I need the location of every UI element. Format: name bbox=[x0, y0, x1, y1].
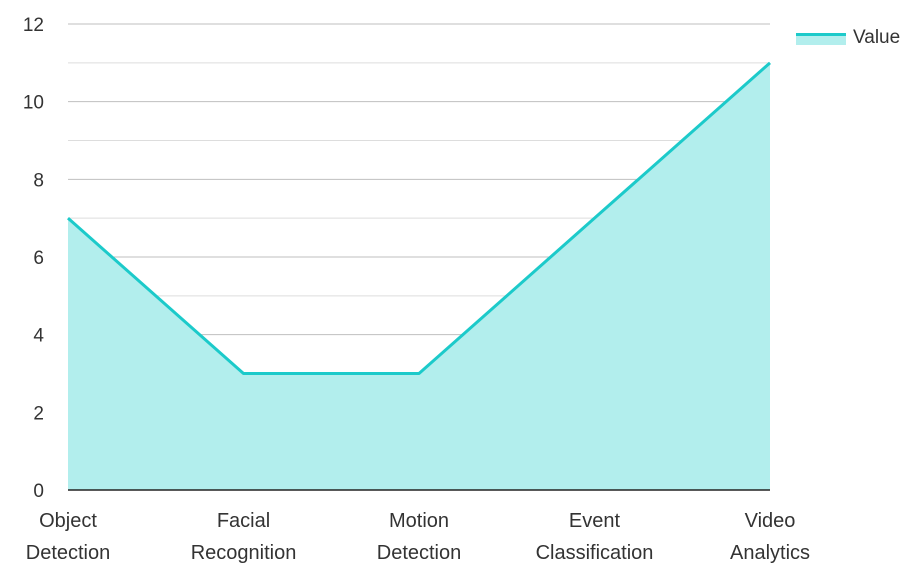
y-tick-label: 10 bbox=[23, 93, 44, 114]
legend-swatch-value bbox=[796, 35, 846, 45]
legend: Value bbox=[796, 27, 900, 48]
x-tick-label-line: Analytics bbox=[730, 542, 810, 564]
series-area-value bbox=[68, 62, 770, 490]
x-tick-label: Video Analytics bbox=[730, 510, 810, 564]
y-tick-label: 8 bbox=[33, 170, 44, 191]
x-tick-label: Motion Detection bbox=[377, 510, 462, 564]
y-tick-label: 6 bbox=[33, 248, 44, 269]
x-tick-label-line: Event bbox=[569, 510, 621, 532]
y-axis-ticks: 0 2 4 6 8 10 12 bbox=[23, 15, 45, 502]
x-tick-label-line: Motion bbox=[389, 510, 449, 532]
x-tick-label: Event Classification bbox=[536, 510, 654, 564]
legend-swatch-line-value bbox=[796, 33, 846, 36]
x-axis-ticks: Object Detection Facial Recognition Motion De… bbox=[26, 510, 810, 564]
x-tick-label-line: Detection bbox=[377, 542, 462, 564]
legend-label-value: Value bbox=[853, 27, 900, 48]
x-tick-label-line: Object bbox=[39, 510, 97, 532]
x-tick-label-line: Classification bbox=[536, 542, 654, 564]
y-tick-label: 0 bbox=[33, 481, 44, 502]
x-tick-label-line: Recognition bbox=[191, 542, 297, 564]
x-tick-label-line: Detection bbox=[26, 542, 111, 564]
x-tick-label-line: Facial bbox=[217, 510, 270, 532]
y-tick-label: 2 bbox=[33, 403, 44, 424]
y-tick-label: 4 bbox=[33, 326, 44, 347]
x-tick-label: Object Detection bbox=[26, 510, 111, 564]
x-tick-label-line: Video bbox=[745, 510, 796, 532]
series-line-value bbox=[67, 61, 771, 375]
y-tick-label: 12 bbox=[23, 15, 44, 36]
x-tick-label: Facial Recognition bbox=[191, 510, 297, 564]
